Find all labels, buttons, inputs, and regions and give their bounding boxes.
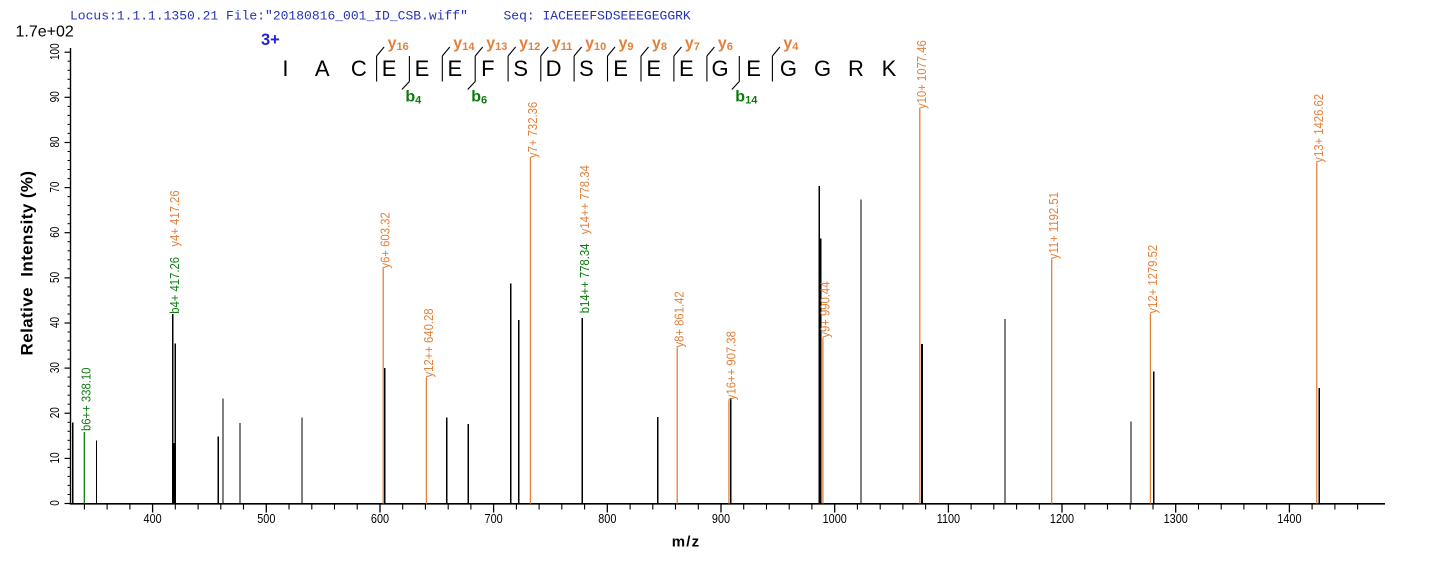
- svg-text:y14++ 778.34: y14++ 778.34: [577, 165, 592, 234]
- svg-text:Locus:1.1.1.1350.21 File:"2018: Locus:1.1.1.1350.21 File:"20180816_001_I…: [70, 9, 468, 24]
- svg-text:y12+ 1279.52: y12+ 1279.52: [1145, 245, 1160, 314]
- svg-text:1100: 1100: [937, 512, 961, 526]
- svg-text:1400: 1400: [1277, 512, 1302, 526]
- svg-text:400: 400: [144, 512, 163, 526]
- svg-text:10: 10: [49, 452, 62, 463]
- svg-text:E: E: [382, 56, 397, 81]
- svg-text:60: 60: [49, 227, 62, 238]
- svg-text:E: E: [613, 56, 628, 81]
- svg-text:m/z: m/z: [672, 534, 701, 551]
- svg-text:y16: y16: [388, 35, 409, 53]
- svg-text:b14++ 778.34: b14++ 778.34: [577, 243, 592, 313]
- svg-text:70: 70: [49, 182, 62, 193]
- svg-text:1200: 1200: [1050, 512, 1075, 526]
- svg-text:y13+ 1426.62: y13+ 1426.62: [1311, 94, 1326, 163]
- svg-text:G: G: [780, 56, 797, 81]
- svg-text:800: 800: [598, 512, 617, 526]
- svg-text:F: F: [481, 56, 494, 81]
- svg-text:b4+ 417.26: b4+ 417.26: [167, 257, 182, 314]
- svg-text:100: 100: [49, 43, 62, 60]
- svg-text:G: G: [814, 56, 831, 81]
- svg-text:D: D: [546, 56, 562, 81]
- svg-text:E: E: [679, 56, 694, 81]
- svg-text:y11+ 1192.51: y11+ 1192.51: [1046, 192, 1061, 259]
- svg-text:S: S: [579, 56, 594, 81]
- svg-text:50: 50: [49, 272, 62, 283]
- svg-text:R: R: [848, 56, 864, 81]
- svg-text:30: 30: [49, 362, 62, 373]
- svg-text:90: 90: [49, 91, 62, 102]
- svg-text:E: E: [448, 56, 463, 81]
- svg-text:20: 20: [49, 407, 62, 418]
- svg-text:b6++ 338.10: b6++ 338.10: [79, 367, 94, 431]
- svg-text:Seq: IACEEEFSDSEEEGEGGRK: Seq: IACEEEFSDSEEEGEGGRK: [504, 9, 691, 24]
- svg-text:1300: 1300: [1164, 512, 1189, 526]
- svg-text:C: C: [351, 56, 367, 81]
- svg-text:y16++ 907.38: y16++ 907.38: [723, 331, 738, 400]
- svg-text:y12++ 640.28: y12++ 640.28: [421, 308, 436, 377]
- svg-text:y4+ 417.26: y4+ 417.26: [167, 190, 182, 246]
- svg-text:3+: 3+: [261, 31, 280, 49]
- svg-text:700: 700: [485, 512, 504, 526]
- svg-text:y9+ 990.44: y9+ 990.44: [817, 281, 832, 337]
- svg-text:600: 600: [371, 512, 390, 526]
- svg-text:1.7e+02: 1.7e+02: [16, 24, 74, 41]
- svg-text:Relative Intensity (%): Relative Intensity (%): [18, 171, 37, 356]
- svg-text:y7+ 732.36: y7+ 732.36: [525, 102, 540, 158]
- svg-text:40: 40: [49, 317, 62, 328]
- svg-text:A: A: [315, 56, 330, 81]
- svg-text:1000: 1000: [823, 512, 848, 526]
- svg-text:500: 500: [257, 512, 276, 526]
- svg-text:80: 80: [49, 136, 62, 147]
- svg-text:G: G: [711, 56, 728, 81]
- svg-text:K: K: [882, 56, 897, 81]
- svg-text:E: E: [746, 56, 761, 81]
- svg-text:I: I: [282, 56, 288, 81]
- svg-text:y10+ 1077.46: y10+ 1077.46: [914, 40, 929, 109]
- svg-text:y6+ 603.32: y6+ 603.32: [378, 212, 393, 268]
- svg-text:0: 0: [49, 500, 62, 506]
- svg-text:y8+ 861.42: y8+ 861.42: [672, 291, 687, 347]
- svg-text:900: 900: [712, 512, 731, 526]
- svg-text:E: E: [415, 56, 430, 81]
- svg-text:E: E: [646, 56, 661, 81]
- svg-text:S: S: [513, 56, 528, 81]
